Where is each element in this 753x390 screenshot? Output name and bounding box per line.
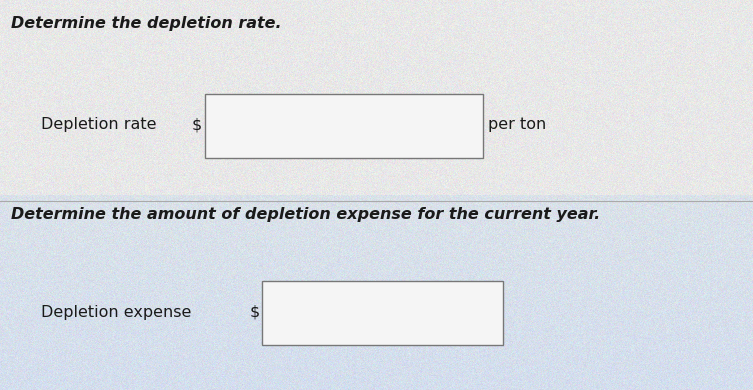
Text: $: $	[249, 305, 260, 319]
Text: Depletion rate: Depletion rate	[41, 117, 157, 132]
Text: $: $	[191, 117, 202, 132]
Text: Depletion expense: Depletion expense	[41, 305, 192, 319]
Text: Determine the depletion rate.: Determine the depletion rate.	[11, 16, 282, 30]
FancyBboxPatch shape	[262, 281, 503, 345]
FancyBboxPatch shape	[205, 94, 483, 158]
Text: Determine the amount of depletion expense for the current year.: Determine the amount of depletion expens…	[11, 207, 601, 222]
Text: per ton: per ton	[488, 117, 546, 132]
